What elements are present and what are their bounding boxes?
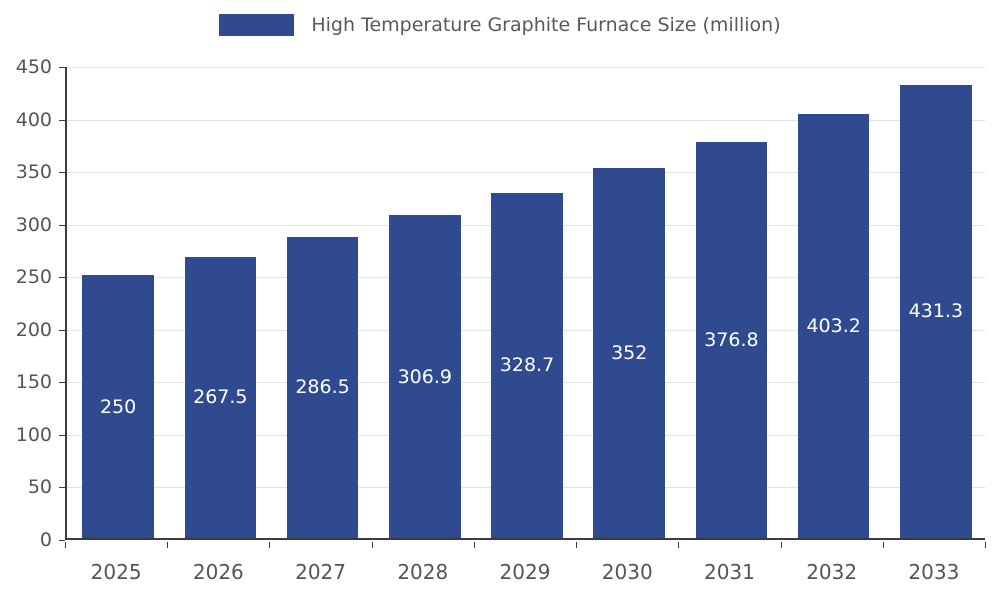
- x-axis-tick: [576, 542, 578, 548]
- y-axis-tick: [59, 172, 65, 174]
- y-axis-label: 100: [15, 423, 52, 446]
- bar-value-label: 306.9: [397, 365, 452, 388]
- bar-2032: 403.2: [797, 114, 870, 538]
- bar-value-label: 286.5: [295, 376, 350, 399]
- x-axis-label: 2029: [499, 560, 551, 584]
- bar-value-label: 376.8: [704, 328, 759, 351]
- legend-label: High Temperature Graphite Furnace Size (…: [311, 14, 781, 36]
- plot-area: 250 267.5 286.5 306.9 328.7 352 376.8 403.2 431.…: [65, 67, 985, 540]
- bar-value-label: 352: [611, 342, 648, 364]
- x-axis-tick: [269, 542, 271, 548]
- bar-2031: 376.8: [695, 141, 768, 538]
- y-axis-label: 300: [15, 213, 52, 236]
- bar-value-label: 328.7: [499, 354, 555, 377]
- y-axis-label: 400: [15, 108, 52, 131]
- bar-2025: 250: [82, 275, 154, 538]
- x-axis-tick: [985, 542, 986, 548]
- x-axis-tick: [678, 542, 680, 548]
- x-axis-tick: [882, 542, 884, 548]
- x-axis-label: 2027: [295, 560, 346, 584]
- y-axis-label: 50: [27, 476, 52, 499]
- y-axis-label: 350: [15, 161, 52, 184]
- x-axis-label: 2032: [806, 560, 858, 584]
- y-axis-tick: [59, 67, 65, 68]
- x-axis-tick: [473, 542, 475, 548]
- x-axis-label: 2028: [397, 560, 449, 584]
- y-axis-label: 450: [15, 56, 52, 78]
- y-axis-tick: [59, 540, 65, 541]
- x-axis-label: 2026: [192, 560, 244, 584]
- x-axis-tick: [167, 542, 169, 548]
- y-axis-label: 250: [15, 266, 52, 289]
- gridline: [67, 172, 985, 174]
- x-axis-tick: [780, 542, 782, 548]
- x-axis-tick: [371, 542, 373, 548]
- x-axis-label: 2031: [703, 560, 755, 584]
- y-axis-tick: [59, 224, 65, 226]
- x-axis-label: 2030: [601, 560, 653, 584]
- x-axis-label: 2025: [90, 560, 142, 584]
- y-axis-tick: [59, 382, 65, 384]
- bar-value-label: 431.3: [908, 300, 964, 323]
- y-axis-tick: [59, 329, 65, 331]
- x-axis-label: 2033: [908, 560, 960, 584]
- bar-2026: 267.5: [184, 256, 257, 538]
- bar-2027: 286.5: [286, 236, 359, 538]
- y-axis-tick: [59, 434, 65, 436]
- gridline: [67, 67, 985, 68]
- y-axis-label: 0: [39, 529, 52, 551]
- x-axis-tick: [65, 542, 66, 548]
- y-axis-tick: [59, 277, 65, 279]
- legend-swatch-icon: [219, 14, 295, 36]
- bar-value-label: 250: [99, 395, 137, 418]
- bar-2030: 352: [593, 168, 665, 538]
- bar-2029: 328.7: [491, 192, 563, 538]
- y-axis-label: 150: [15, 371, 52, 394]
- bar-value-label: 403.2: [806, 315, 861, 338]
- y-axis-tick: [59, 119, 65, 121]
- bar-2033: 431.3: [900, 84, 972, 538]
- bar-value-label: 267.5: [193, 386, 248, 409]
- chart-legend[interactable]: High Temperature Graphite Furnace Size (…: [0, 14, 1000, 36]
- gridline: [67, 119, 985, 121]
- y-axis-tick: [59, 487, 65, 489]
- bar-2028: 306.9: [389, 215, 461, 538]
- y-axis-label: 200: [15, 318, 52, 341]
